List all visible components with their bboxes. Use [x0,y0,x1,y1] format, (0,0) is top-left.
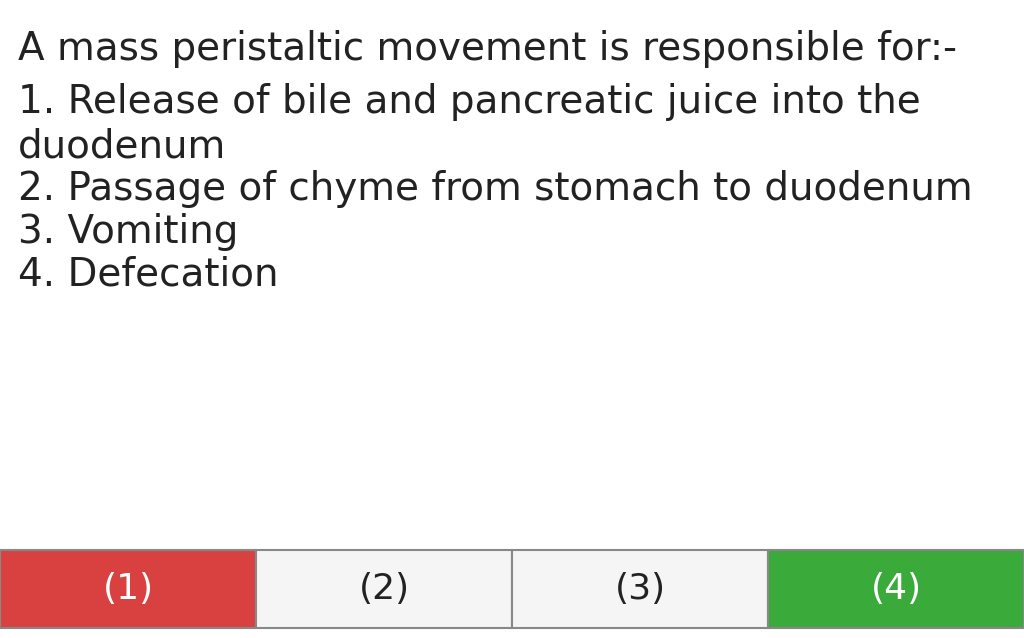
Text: 3. Vomiting: 3. Vomiting [18,213,239,251]
Text: (1): (1) [102,572,154,606]
Text: duodenum: duodenum [18,128,226,166]
Bar [768,550,1024,628]
Bar [512,550,768,628]
Text: (3): (3) [614,572,666,606]
Bar [0,550,256,628]
Text: 2. Passage of chyme from stomach to duodenum: 2. Passage of chyme from stomach to duod… [18,170,973,208]
Text: 1. Release of bile and pancreatic juice into the: 1. Release of bile and pancreatic juice … [18,83,921,121]
Text: A mass peristaltic movement is responsible for:-: A mass peristaltic movement is responsib… [18,30,957,68]
Bar [256,550,512,628]
Text: 4. Defecation: 4. Defecation [18,256,279,294]
Text: (2): (2) [358,572,410,606]
Text: (4): (4) [870,572,922,606]
